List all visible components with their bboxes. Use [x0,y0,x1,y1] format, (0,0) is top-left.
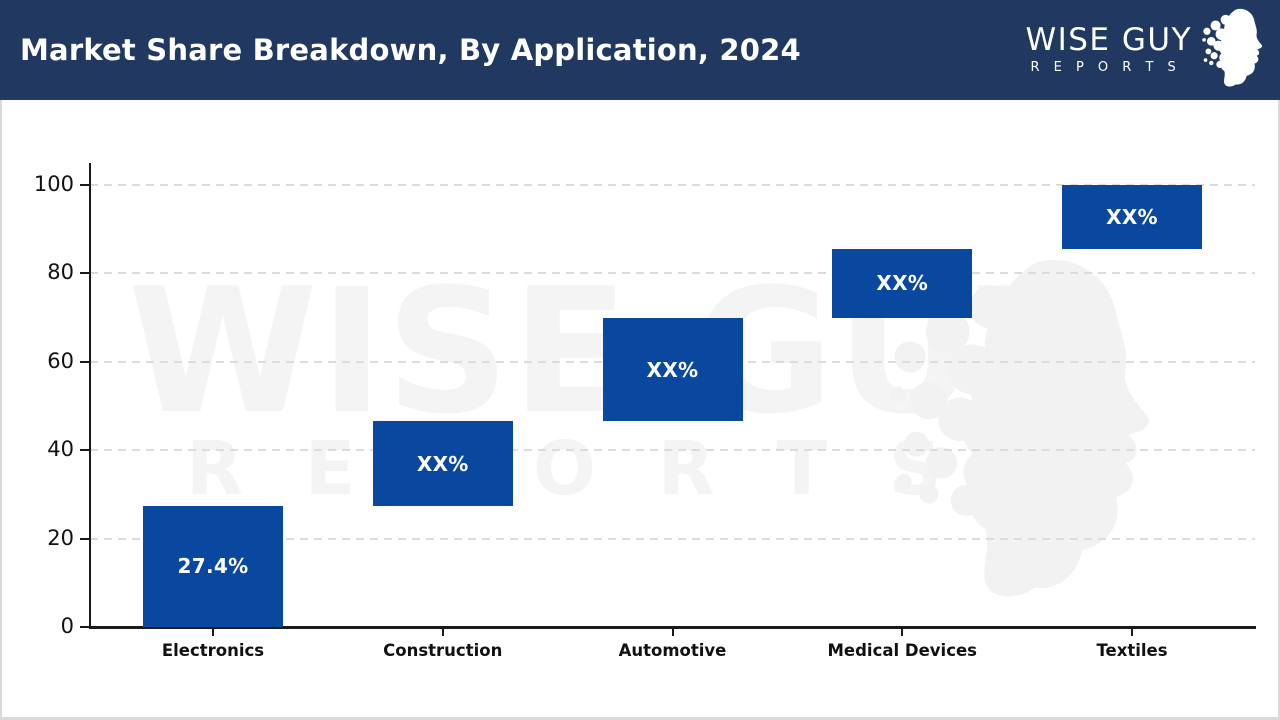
y-axis-tick [80,272,89,275]
y-axis-tick [80,360,89,363]
y-axis-tick-label: 80 [47,260,74,285]
gridline [90,537,1255,540]
bar-value-label: XX% [876,271,929,296]
y-axis-tick [80,626,89,628]
x-axis-tick [901,629,904,636]
x-axis-tick [671,629,674,636]
bar-value-label: 27.4% [177,554,249,579]
bar-value-label: XX% [416,451,469,476]
logo-subtitle: R E P O R T S [1030,60,1181,75]
y-axis-line [89,163,91,629]
y-axis-tick [80,184,89,186]
header-bar: Market Share Breakdown, By Application, … [0,0,1280,100]
y-axis-tick [80,537,89,540]
x-axis-tick [212,629,214,636]
gridline [90,184,1255,186]
y-axis-tick [80,449,89,452]
bar-construction: XX% [372,421,513,506]
x-axis-category-label: Medical Devices [827,641,977,660]
chart-canvas: WISE GUY R E P O R T S 0 20 40 60 80 100 27.4%… [0,100,1280,720]
wiseguy-logo: WISE GUY R E P O R T S [1025,6,1266,94]
y-axis-tick-label: 20 [47,525,74,550]
y-axis-tick-label: 0 [60,614,74,638]
x-axis-category-label: Electronics [161,641,265,660]
x-axis-category-label: Construction [383,641,503,660]
y-axis-tick-label: 60 [47,348,74,373]
gridline [90,449,1255,452]
x-axis-tick [441,629,444,636]
x-axis-category-label: Textiles [1096,641,1168,660]
bar-automotive: XX% [602,317,743,422]
x-axis-tick [1131,629,1133,636]
chart-title: Market Share Breakdown, By Application, … [20,33,801,67]
logo-text: WISE GUY R E P O R T S [1025,22,1192,76]
x-axis-line [89,626,1256,629]
x-axis-category-label: Automotive [618,641,727,660]
logo-wordmark: WISE GUY [1025,22,1192,58]
bar-electronics: 27.4% [143,505,283,627]
bar-textiles: XX% [1062,185,1202,250]
logo-face-icon [1202,8,1263,87]
y-axis-tick-label: 100 [33,172,74,196]
y-axis-tick-label: 40 [47,437,74,462]
bar-value-label: XX% [646,357,699,382]
bar-medical-devices: XX% [832,249,973,318]
bar-value-label: XX% [1106,205,1158,230]
gridline [90,272,1255,275]
plot-area: 0 20 40 60 80 100 27.4% Electronics XX% Construct… [2,100,1278,717]
